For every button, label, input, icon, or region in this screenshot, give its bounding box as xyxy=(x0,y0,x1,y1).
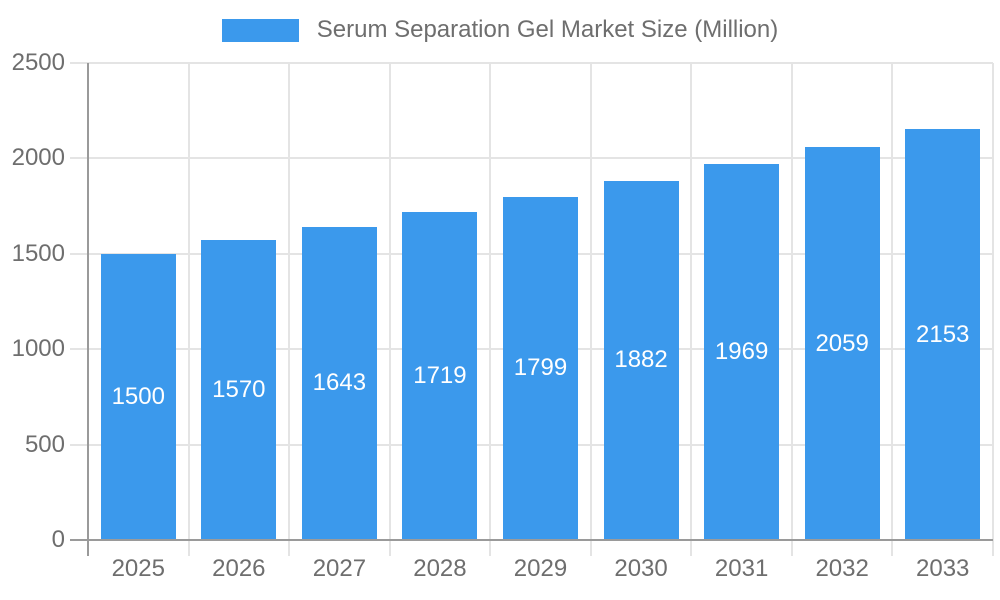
x-tick-mark xyxy=(992,540,994,556)
x-tick-mark xyxy=(489,540,492,556)
x-gridline xyxy=(388,63,391,540)
x-axis-tick-label: 2028 xyxy=(413,555,467,582)
y-gridline xyxy=(88,62,993,64)
x-axis-tick-label: 2033 xyxy=(916,555,970,582)
bar-value-label: 1500 xyxy=(111,382,165,410)
bar-value-label: 1882 xyxy=(614,346,668,374)
y-gridline xyxy=(88,157,993,160)
bar-2027[interactable]: 1643 xyxy=(301,226,377,540)
x-axis-tick-label: 2027 xyxy=(312,555,367,582)
bar-2029[interactable]: 1799 xyxy=(503,196,578,540)
bar-value-label: 2059 xyxy=(815,329,869,357)
bar-value-label: 1969 xyxy=(714,338,769,366)
x-axis-tick-label: 2025 xyxy=(111,555,165,582)
x-axis-tick-label: 2026 xyxy=(212,555,266,582)
legend-swatch xyxy=(221,18,299,42)
bar-value-label: 1570 xyxy=(212,376,266,404)
y-tick-mark xyxy=(70,62,88,64)
x-gridline xyxy=(489,63,492,540)
y-tick-mark xyxy=(70,443,88,446)
legend-label: Serum Separation Gel Market Size (Millio… xyxy=(316,16,779,43)
y-axis-line xyxy=(87,63,89,556)
y-tick-mark xyxy=(70,157,88,160)
bar-2030[interactable]: 1882 xyxy=(603,180,679,540)
bar-value-label: 1643 xyxy=(312,369,367,397)
y-axis-tick-label: 1500 xyxy=(11,239,65,267)
bar-value-label: 1799 xyxy=(513,354,568,382)
x-axis-tick-label: 2029 xyxy=(513,555,568,582)
x-tick-mark xyxy=(891,540,894,556)
y-tick-mark xyxy=(70,348,88,351)
x-gridline xyxy=(288,63,291,540)
x-gridline xyxy=(992,63,994,540)
y-axis-tick-label: 500 xyxy=(24,430,65,458)
plot-area: 1500 1570 1643 1719 1799 1882 1969 2059 2153 xyxy=(88,62,994,540)
y-axis-tick-label: 1000 xyxy=(11,335,65,363)
bar-2026[interactable]: 1570 xyxy=(201,240,277,540)
x-tick-mark xyxy=(589,540,592,556)
x-axis-line xyxy=(88,539,993,541)
y-tick-mark xyxy=(70,539,88,541)
x-axis-tick-label: 2032 xyxy=(815,555,869,582)
y-axis-tick-label: 0 xyxy=(51,526,65,553)
bar-2032[interactable]: 2059 xyxy=(804,147,880,540)
x-tick-mark xyxy=(288,540,291,556)
x-gridline xyxy=(589,63,592,540)
y-tick-mark xyxy=(70,252,88,255)
bar-value-label: 2153 xyxy=(916,320,970,348)
x-gridline xyxy=(690,63,693,540)
x-tick-mark xyxy=(388,540,391,556)
x-gridline xyxy=(187,63,190,540)
x-gridline xyxy=(790,63,793,540)
x-tick-mark xyxy=(690,540,693,556)
y-axis-tick-label: 2000 xyxy=(11,144,65,172)
x-axis-tick-label: 2031 xyxy=(714,555,769,582)
x-gridline xyxy=(891,63,894,540)
x-tick-mark xyxy=(187,540,190,556)
bar-2028[interactable]: 1719 xyxy=(402,212,478,540)
bar-value-label: 1719 xyxy=(413,361,467,389)
chart-legend[interactable]: Serum Separation Gel Market Size (Millio… xyxy=(0,16,1000,44)
y-axis-tick-label: 2500 xyxy=(11,49,65,76)
bar-2025[interactable]: 1500 xyxy=(100,253,176,540)
bar-2033[interactable]: 2153 xyxy=(905,129,981,540)
x-tick-mark xyxy=(790,540,793,556)
bar-2031[interactable]: 1969 xyxy=(704,164,780,540)
x-axis-tick-label: 2030 xyxy=(614,555,668,582)
